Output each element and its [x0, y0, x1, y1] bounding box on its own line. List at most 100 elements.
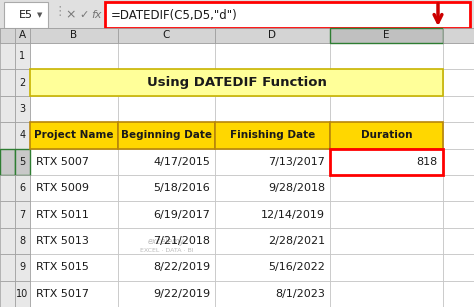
Bar: [15, 201, 30, 228]
Bar: [215, 254, 330, 281]
Bar: [30, 175, 118, 201]
Bar: [30, 28, 118, 43]
Bar: [330, 201, 443, 228]
Text: 7/21/2018: 7/21/2018: [153, 236, 210, 246]
Text: A: A: [19, 30, 26, 41]
Bar: [118, 122, 215, 149]
Bar: [443, 69, 474, 96]
Bar: [105, 2, 470, 28]
Bar: [0, 28, 474, 43]
Bar: [215, 28, 330, 43]
Bar: [0, 43, 15, 69]
Text: E5: E5: [19, 10, 33, 20]
Bar: [215, 175, 330, 201]
Text: 8: 8: [19, 236, 26, 246]
Bar: [330, 122, 443, 149]
Text: 10: 10: [17, 289, 28, 299]
Bar: [215, 149, 330, 175]
Text: 5/18/2016: 5/18/2016: [153, 183, 210, 193]
Text: RTX 5013: RTX 5013: [36, 236, 89, 246]
Text: EXCEL · DATA · BI: EXCEL · DATA · BI: [140, 247, 193, 252]
Text: 7/13/2017: 7/13/2017: [268, 157, 325, 167]
Bar: [15, 149, 30, 175]
Text: 2: 2: [19, 78, 26, 87]
Bar: [443, 43, 474, 69]
Bar: [330, 28, 443, 43]
Text: 2/28/2021: 2/28/2021: [268, 236, 325, 246]
Bar: [118, 149, 215, 175]
Bar: [15, 122, 30, 149]
Bar: [443, 228, 474, 254]
Bar: [30, 228, 118, 254]
Bar: [215, 201, 330, 228]
Bar: [215, 69, 330, 96]
Text: D: D: [268, 30, 276, 41]
Bar: [443, 201, 474, 228]
Text: RTX 5009: RTX 5009: [36, 183, 89, 193]
Bar: [0, 201, 15, 228]
Bar: [330, 122, 443, 149]
Bar: [30, 69, 118, 96]
Bar: [15, 228, 30, 254]
Bar: [330, 175, 443, 201]
Text: 3: 3: [19, 104, 26, 114]
Bar: [0, 96, 15, 122]
Bar: [118, 201, 215, 228]
Text: Using DATEDIF Function: Using DATEDIF Function: [146, 76, 327, 89]
Bar: [215, 122, 330, 149]
Bar: [30, 281, 118, 307]
Bar: [215, 122, 330, 149]
Bar: [0, 0, 474, 30]
Bar: [330, 96, 443, 122]
Text: ×: ×: [65, 9, 75, 21]
Bar: [4, 2, 48, 28]
Bar: [330, 254, 443, 281]
Bar: [215, 96, 330, 122]
Bar: [215, 228, 330, 254]
Bar: [118, 228, 215, 254]
Text: B: B: [71, 30, 78, 41]
Bar: [118, 281, 215, 307]
Text: 5: 5: [19, 157, 26, 167]
Text: 1: 1: [19, 51, 26, 61]
Bar: [30, 122, 118, 149]
Text: 5/16/2022: 5/16/2022: [268, 262, 325, 272]
Bar: [118, 122, 215, 149]
Bar: [443, 28, 474, 43]
Bar: [30, 149, 118, 175]
Text: Project Name: Project Name: [34, 130, 114, 140]
Bar: [0, 122, 15, 149]
Bar: [443, 254, 474, 281]
Text: =DATEDIF(C5,D5,"d"): =DATEDIF(C5,D5,"d"): [111, 9, 238, 21]
Bar: [30, 122, 118, 149]
Bar: [30, 254, 118, 281]
Bar: [118, 175, 215, 201]
Bar: [15, 28, 30, 43]
Bar: [15, 96, 30, 122]
Text: 9/28/2018: 9/28/2018: [268, 183, 325, 193]
Bar: [15, 254, 30, 281]
Text: RTX 5011: RTX 5011: [36, 210, 89, 220]
Bar: [443, 281, 474, 307]
Text: 4/17/2015: 4/17/2015: [153, 157, 210, 167]
Text: 8/1/2023: 8/1/2023: [275, 289, 325, 299]
Bar: [118, 254, 215, 281]
Bar: [330, 281, 443, 307]
Bar: [0, 28, 15, 43]
Bar: [15, 281, 30, 307]
Text: E: E: [383, 30, 390, 41]
Bar: [118, 69, 215, 96]
Bar: [443, 96, 474, 122]
Bar: [30, 96, 118, 122]
Text: RTX 5007: RTX 5007: [36, 157, 89, 167]
Bar: [15, 43, 30, 69]
Bar: [0, 254, 15, 281]
Bar: [330, 149, 443, 175]
Text: ▼: ▼: [37, 12, 43, 18]
Bar: [0, 281, 15, 307]
Bar: [0, 228, 15, 254]
Bar: [330, 149, 443, 175]
Bar: [215, 281, 330, 307]
Text: 818: 818: [417, 157, 438, 167]
Bar: [215, 43, 330, 69]
